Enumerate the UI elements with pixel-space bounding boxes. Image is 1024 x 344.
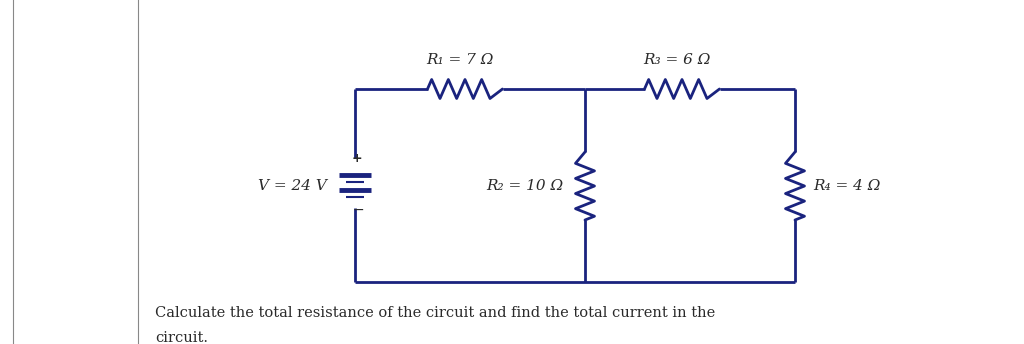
Text: R₁ = 7 Ω: R₁ = 7 Ω bbox=[426, 53, 494, 67]
Text: circuit.: circuit. bbox=[155, 331, 208, 344]
Text: Calculate the total resistance of the circuit and find the total current in the: Calculate the total resistance of the ci… bbox=[155, 306, 715, 320]
Text: R₄ = 4 Ω: R₄ = 4 Ω bbox=[813, 179, 881, 193]
Text: +: + bbox=[351, 152, 362, 165]
Text: −: − bbox=[352, 203, 364, 217]
Text: R₃ = 6 Ω: R₃ = 6 Ω bbox=[643, 53, 711, 67]
Text: V = 24 V: V = 24 V bbox=[258, 179, 327, 193]
Text: R₂ = 10 Ω: R₂ = 10 Ω bbox=[485, 179, 563, 193]
